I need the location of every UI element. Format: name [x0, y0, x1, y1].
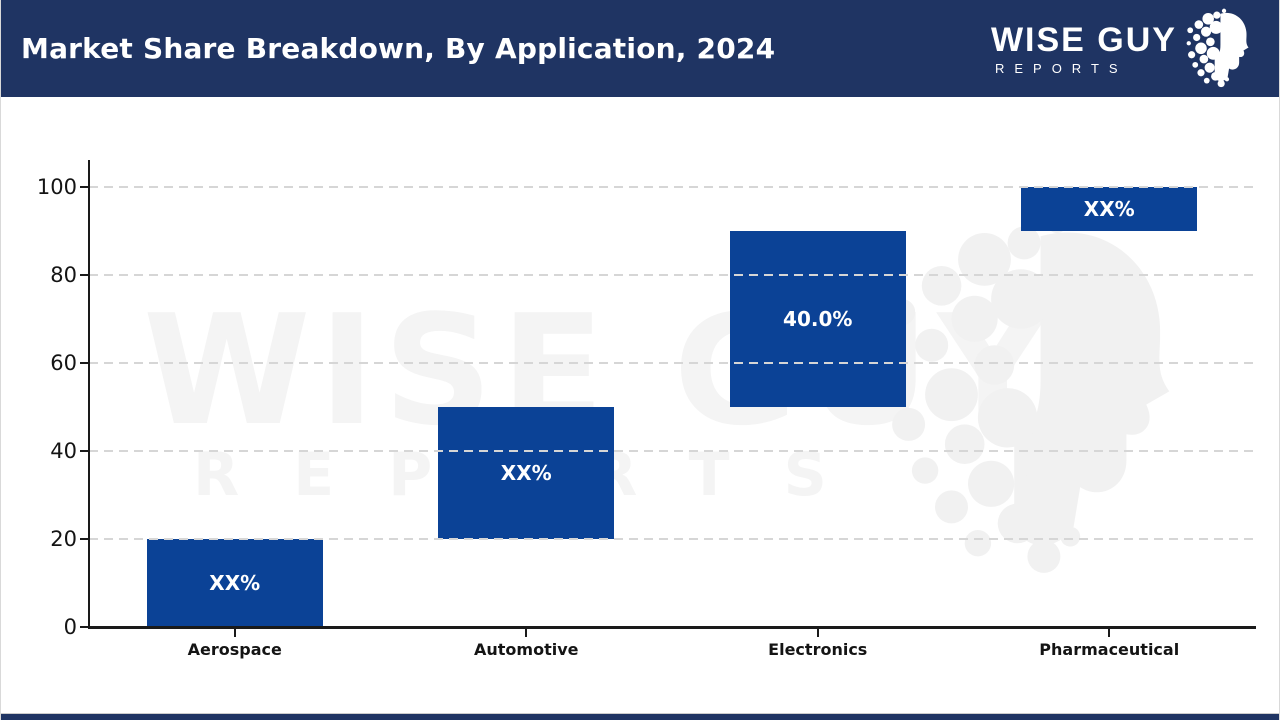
bar-automotive [438, 407, 615, 539]
wise-guy-logo: WISE GUY REPORTS [991, 6, 1255, 92]
y-tick-label: 0 [63, 615, 77, 639]
y-tick-label: 40 [50, 439, 77, 463]
footer-bar [1, 714, 1279, 720]
y-tick-mark [80, 362, 88, 364]
bar-electronics [729, 231, 906, 407]
y-tick-label: 100 [36, 175, 77, 199]
x-tick-mark [1108, 629, 1111, 637]
head-dots-icon [1186, 8, 1249, 87]
x-tick-mark [816, 629, 819, 637]
x-tick-label-electronics: Electronics [768, 640, 868, 659]
x-tick-mark [525, 629, 528, 637]
y-tick-mark [80, 274, 88, 276]
y-tick-mark [80, 450, 88, 452]
bar-value-label: 40.0% [783, 307, 853, 331]
x-tick-label-automotive: Automotive [474, 640, 579, 659]
gridline-y60 [89, 362, 1255, 364]
chart-title: Market Share Breakdown, By Application, … [21, 32, 776, 65]
x-tick-label-aerospace: Aerospace [187, 640, 282, 659]
x-axis-spine [88, 626, 1256, 629]
bar-pharmaceutical [1021, 187, 1198, 231]
gridline-y40 [89, 450, 1255, 452]
gridline-y20 [89, 538, 1255, 540]
gridline-y80 [89, 274, 1255, 276]
bar-value-label: XX% [500, 461, 552, 485]
y-axis-spine [88, 160, 90, 628]
logo-subtext: REPORTS [994, 60, 1128, 76]
y-tick-mark [80, 626, 88, 628]
logo-wordmark: WISE GUY [990, 20, 1177, 59]
bar-aerospace [146, 539, 323, 627]
bar-value-label: XX% [209, 571, 261, 595]
y-tick-mark [80, 186, 88, 188]
header-bar: Market Share Breakdown, By Application, … [1, 0, 1279, 97]
gridline-y100 [89, 186, 1255, 188]
bar-value-label: XX% [1083, 197, 1135, 221]
y-tick-mark [80, 538, 88, 540]
footer-divider [1, 713, 1279, 714]
y-tick-label: 60 [50, 351, 77, 375]
y-tick-label: 80 [50, 263, 77, 287]
x-tick-label-pharmaceutical: Pharmaceutical [1039, 640, 1180, 659]
x-tick-mark [233, 629, 236, 637]
y-tick-label: 20 [50, 527, 77, 551]
